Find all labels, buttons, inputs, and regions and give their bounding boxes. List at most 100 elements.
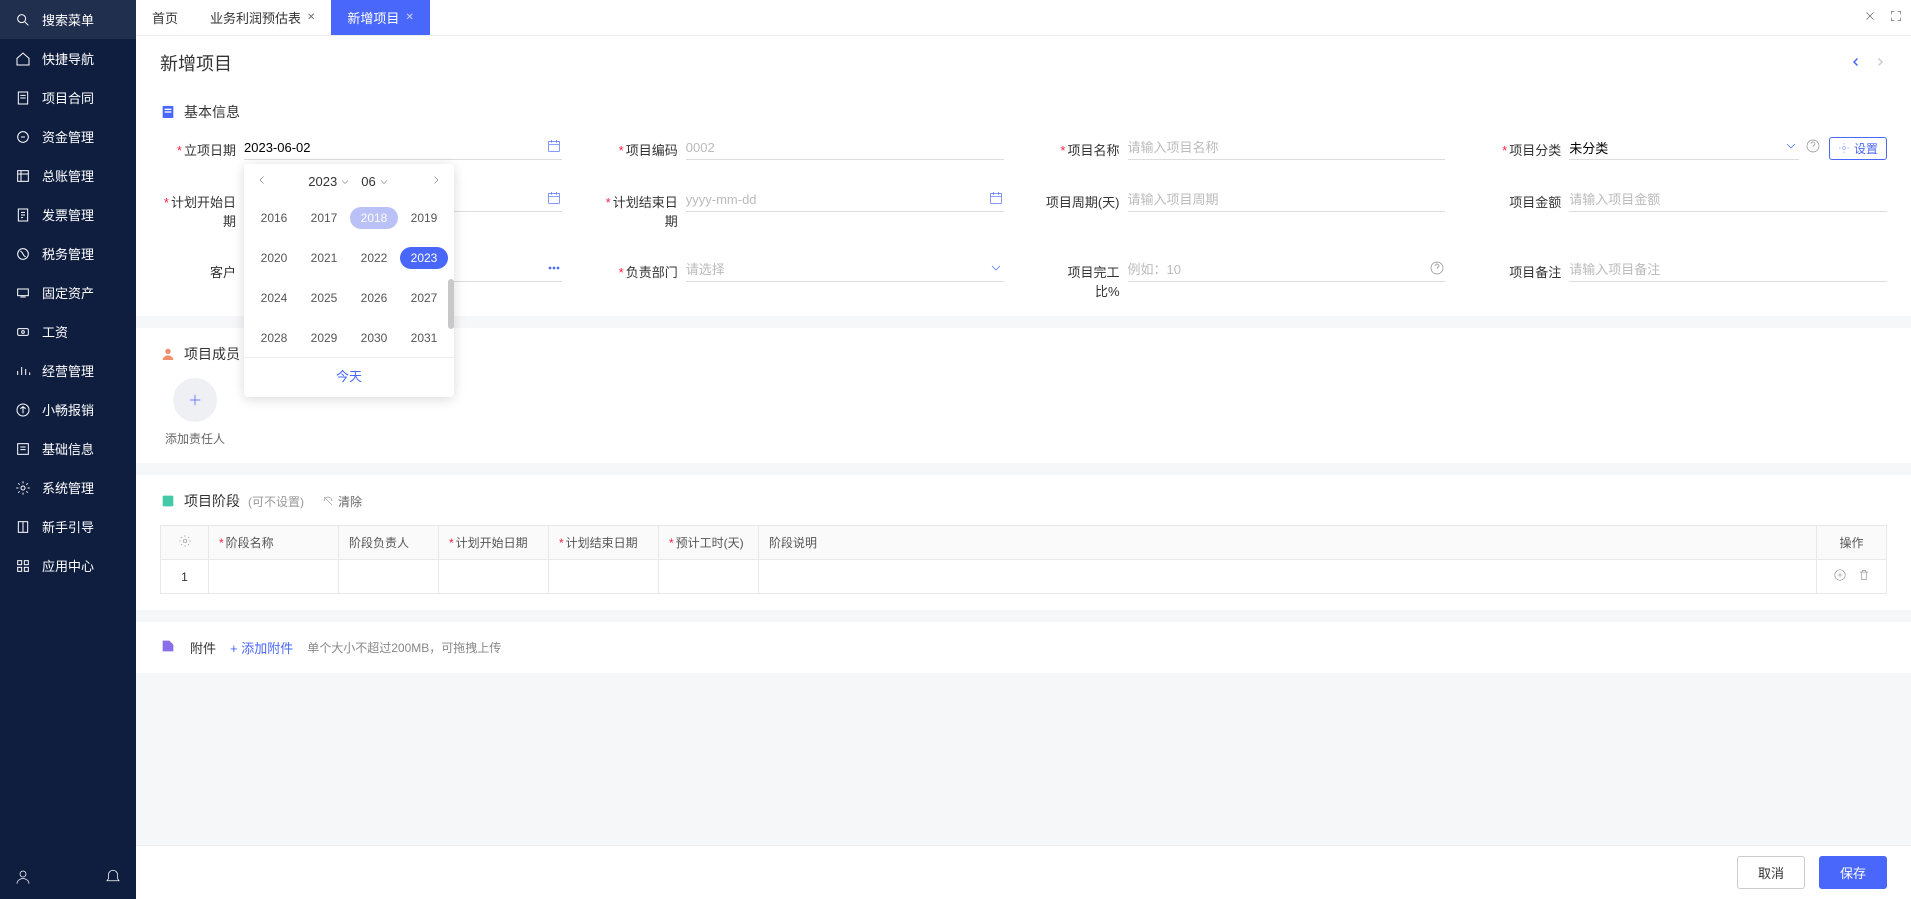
scrollbar-thumb[interactable] — [448, 279, 454, 329]
period-input[interactable] — [1128, 188, 1446, 212]
close-icon[interactable]: ✕ — [405, 12, 413, 23]
amount-input[interactable] — [1569, 188, 1887, 212]
year-cell[interactable]: 2018 — [350, 207, 398, 229]
sidebar-item-guide[interactable]: 新手引导 — [0, 507, 136, 546]
add-attachment-button[interactable]: + 添加附件 — [230, 638, 293, 657]
field-period: 项目周期(天) — [1044, 188, 1446, 230]
add-row-icon[interactable] — [1833, 568, 1847, 585]
project-code-input[interactable] — [686, 136, 1004, 160]
dept-select[interactable] — [686, 258, 1004, 282]
year-cell[interactable]: 2024 — [250, 287, 298, 309]
calendar-icon[interactable] — [546, 138, 562, 157]
year-cell[interactable]: 2026 — [350, 287, 398, 309]
field-completion: 项目完工比% — [1044, 258, 1446, 300]
year-cell[interactable]: 2029 — [300, 327, 348, 349]
remark-input[interactable] — [1569, 258, 1887, 282]
next-icon[interactable] — [1873, 56, 1887, 71]
page-header: 新增项目 — [136, 36, 1911, 86]
year-cell[interactable]: 2017 — [300, 207, 348, 229]
notify-icon[interactable] — [104, 868, 122, 889]
tab-label: 新增项目 — [347, 8, 399, 27]
sidebar-item-asset[interactable]: 固定资产 — [0, 273, 136, 312]
field-remark: 项目备注 — [1485, 258, 1887, 300]
cell-start[interactable] — [439, 560, 549, 594]
config-button[interactable]: 设置 — [1829, 137, 1887, 160]
sidebar-item-info[interactable]: 基础信息 — [0, 429, 136, 468]
year-cell[interactable]: 2021 — [300, 247, 348, 269]
sidebar-item-quicknav[interactable]: 快捷导航 — [0, 39, 136, 78]
clear-stages-button[interactable]: 清除 — [322, 493, 362, 510]
guide-icon — [14, 518, 32, 536]
more-icon[interactable] — [546, 260, 562, 279]
sidebar-item-salary[interactable]: 工资 — [0, 312, 136, 351]
tab-newproject[interactable]: 新增项目 ✕ — [331, 0, 429, 35]
cell-desc[interactable] — [759, 560, 1817, 594]
today-button[interactable]: 今天 — [244, 357, 454, 393]
sidebar-item-ledger[interactable]: 总账管理 — [0, 156, 136, 195]
year-cell[interactable]: 2020 — [250, 247, 298, 269]
sidebar-label: 应用中心 — [42, 556, 94, 575]
year-cell[interactable]: 2027 — [400, 287, 448, 309]
year-cell[interactable]: 2016 — [250, 207, 298, 229]
cell-name[interactable] — [209, 560, 339, 594]
tab-home[interactable]: 首页 — [136, 0, 194, 35]
cell-owner[interactable] — [339, 560, 439, 594]
sidebar-item-search[interactable]: 搜索菜单 — [0, 0, 136, 39]
year-cell[interactable]: 2030 — [350, 327, 398, 349]
chevron-down-icon[interactable] — [1783, 138, 1799, 157]
help-icon[interactable] — [1429, 260, 1445, 279]
section-hint: (可不设置) — [248, 493, 304, 510]
sidebar-label: 新手引导 — [42, 517, 94, 536]
basic-info-card: 基本信息 *立项日期 2023 — [136, 86, 1911, 316]
year-cell[interactable]: 2031 — [400, 327, 448, 349]
save-button[interactable]: 保存 — [1819, 856, 1887, 889]
service-icon[interactable] — [14, 868, 32, 889]
calendar-icon[interactable] — [546, 190, 562, 209]
year-cell[interactable]: 2028 — [250, 327, 298, 349]
next-month-icon[interactable] — [430, 174, 442, 189]
tab-label: 业务利润预估表 — [210, 8, 301, 27]
sidebar-item-mgmt[interactable]: 经营管理 — [0, 351, 136, 390]
cell-end[interactable] — [549, 560, 659, 594]
fullscreen-icon[interactable] — [1889, 9, 1903, 26]
close-all-icon[interactable] — [1863, 9, 1877, 26]
col-owner: 阶段负责人 — [339, 526, 439, 560]
close-icon[interactable]: ✕ — [307, 12, 315, 23]
project-category-select[interactable] — [1569, 136, 1799, 160]
calendar-icon[interactable] — [988, 190, 1004, 209]
section-title: 基本信息 — [184, 102, 240, 122]
prev-icon[interactable] — [1849, 56, 1863, 71]
sidebar-item-system[interactable]: 系统管理 — [0, 468, 136, 507]
cell-hours[interactable] — [659, 560, 759, 594]
chevron-down-icon[interactable] — [988, 260, 1004, 279]
year-cell[interactable]: 2022 — [350, 247, 398, 269]
completion-input[interactable] — [1128, 258, 1446, 282]
field-dept: *负责部门 — [602, 258, 1004, 300]
month-selector[interactable]: 06 — [361, 174, 389, 189]
year-cell[interactable]: 2023 — [400, 247, 448, 269]
cancel-button[interactable]: 取消 — [1737, 856, 1805, 889]
help-icon[interactable] — [1805, 138, 1821, 157]
year-cell[interactable]: 2025 — [300, 287, 348, 309]
delete-row-icon[interactable] — [1857, 568, 1871, 585]
sidebar-item-apps[interactable]: 应用中心 — [0, 546, 136, 585]
sidebar-item-reimburse[interactable]: 小畅报销 — [0, 390, 136, 429]
field-project-date: *立项日期 2023 06 — [160, 136, 562, 160]
plan-end-input[interactable] — [686, 188, 1004, 212]
table-gear-header[interactable] — [161, 526, 209, 560]
col-desc: 阶段说明 — [759, 526, 1817, 560]
sidebar-item-funds[interactable]: 资金管理 — [0, 117, 136, 156]
add-member-button[interactable] — [173, 378, 217, 422]
sidebar-item-contract[interactable]: 项目合同 — [0, 78, 136, 117]
asset-icon — [14, 284, 32, 302]
year-selector[interactable]: 2023 — [308, 174, 351, 189]
tab-profit[interactable]: 业务利润预估表 ✕ — [194, 0, 331, 35]
prev-month-icon[interactable] — [256, 174, 268, 189]
sidebar-item-invoice[interactable]: 发票管理 — [0, 195, 136, 234]
project-date-input[interactable] — [244, 136, 562, 160]
col-start: *计划开始日期 — [439, 526, 549, 560]
sidebar-item-tax[interactable]: 税务管理 — [0, 234, 136, 273]
section-icon — [160, 104, 176, 120]
year-cell[interactable]: 2019 — [400, 207, 448, 229]
project-name-input[interactable] — [1128, 136, 1446, 160]
